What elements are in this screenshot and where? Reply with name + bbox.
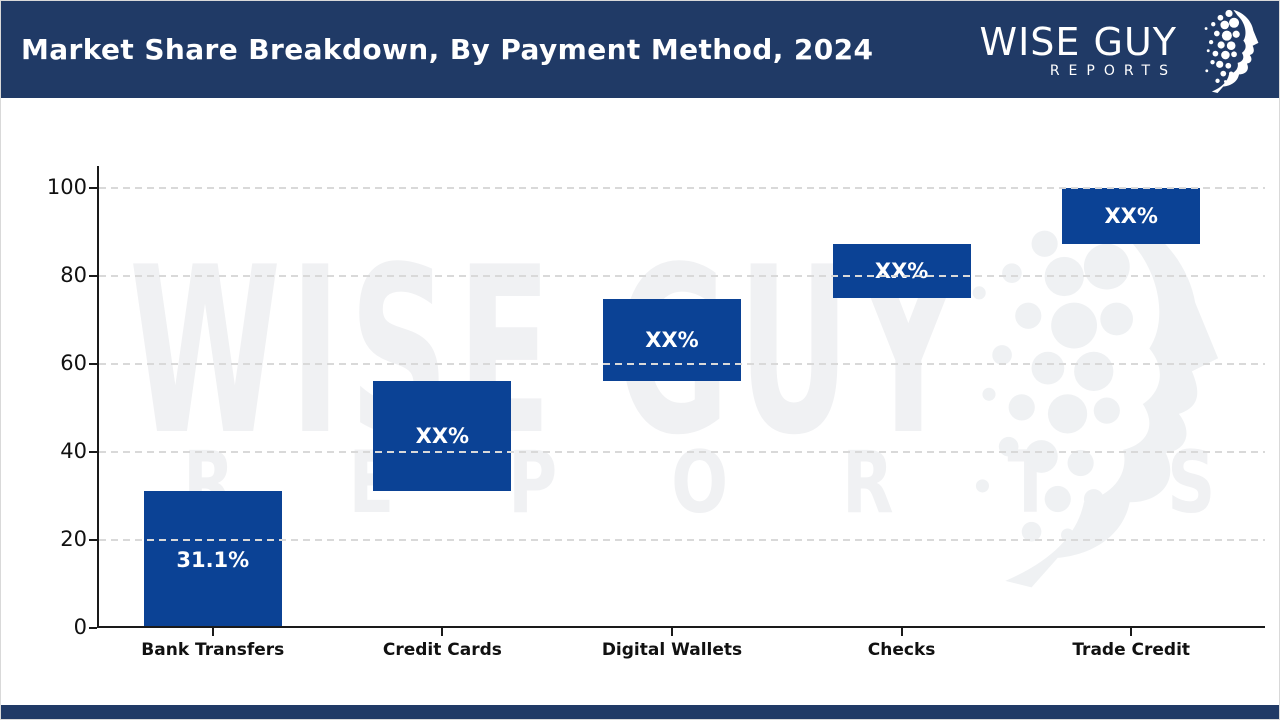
y-tick-mark (89, 275, 97, 277)
gridline (99, 275, 1265, 277)
bar-value-label: XX% (645, 328, 699, 352)
bar-value-label: XX% (874, 258, 929, 283)
watermark-text: WISE GUY (129, 219, 967, 486)
bar: XX% (832, 243, 971, 298)
gridline (99, 539, 1265, 541)
x-category-label: Digital Wallets (601, 640, 743, 660)
logo-dotted-head-icon (1204, 9, 1259, 93)
y-tick-label: 100 (46, 175, 87, 199)
logo-wordmark: WISE GUY (979, 19, 1177, 64)
bar-value-label: 31.1% (176, 547, 250, 572)
x-axis-tick (671, 628, 673, 636)
bar-value-label: XX% (1104, 203, 1158, 228)
x-category-label: Credit Cards (382, 640, 502, 660)
bar: 31.1% (143, 491, 282, 628)
footer-bar (1, 705, 1279, 719)
y-tick-mark (89, 451, 97, 453)
x-category-label: Checks (867, 640, 936, 660)
y-tick-label: 40 (60, 439, 87, 463)
bar: XX% (1062, 188, 1201, 244)
bar: XX% (603, 298, 741, 382)
watermark-dotted-head-icon (972, 207, 1219, 588)
gridline (99, 363, 1265, 365)
logo-text: WISE GUY REPORTS (980, 22, 1177, 79)
y-tick-mark (89, 539, 97, 541)
gridline (99, 187, 1265, 189)
y-tick-label: 0 (73, 615, 87, 639)
bar-value-label: XX% (415, 424, 470, 449)
x-category-label: Bank Transfers (141, 640, 285, 660)
x-axis-tick (1130, 628, 1133, 636)
x-axis-line (97, 626, 1265, 628)
y-tick-mark (89, 363, 97, 365)
logo-subtitle: REPORTS (1049, 62, 1177, 79)
x-axis-tick (211, 628, 214, 636)
gridline (99, 451, 1265, 453)
y-tick-mark (89, 627, 97, 629)
y-tick-label: 60 (60, 351, 87, 375)
wise-guy-logo: WISE GUY REPORTS (980, 7, 1267, 93)
waterfall-chart: 0 20 40 60 80 100 31.1% Bank Transfers XX% Credit… (1, 98, 1279, 707)
y-tick-mark (89, 187, 97, 189)
page-title: Market Share Breakdown, By Payment Metho… (21, 33, 874, 66)
x-axis-tick (441, 628, 444, 636)
y-tick-label: 20 (60, 527, 87, 551)
y-axis-line (97, 166, 99, 628)
x-axis-tick (900, 628, 903, 636)
header-bar: Market Share Breakdown, By Payment Metho… (1, 1, 1279, 98)
x-category-label: Trade Credit (1072, 640, 1191, 660)
y-tick-label: 80 (60, 263, 87, 287)
bar: XX% (373, 381, 512, 492)
